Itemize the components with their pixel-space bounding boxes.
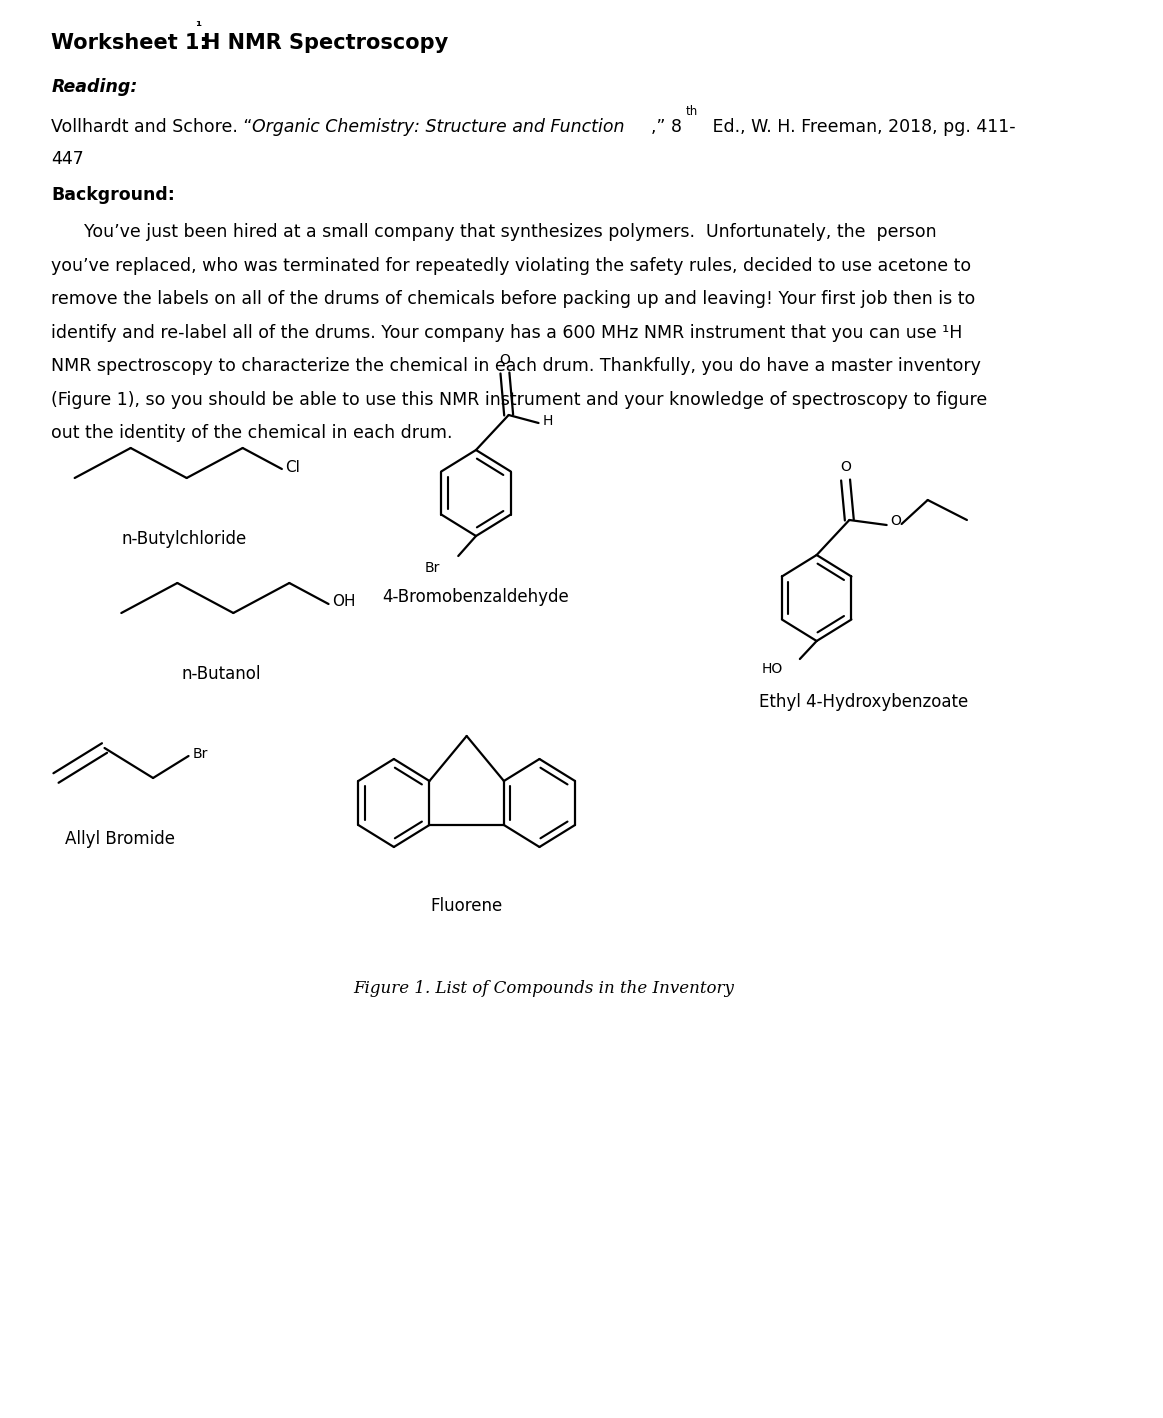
Text: ,” 8: ,” 8 <box>650 118 682 136</box>
Text: you’ve replaced, who was terminated for repeatedly violating the safety rules, d: you’ve replaced, who was terminated for … <box>51 257 971 275</box>
Text: remove the labels on all of the drums of chemicals before packing up and leaving: remove the labels on all of the drums of… <box>51 291 976 308</box>
Text: Cl: Cl <box>286 459 300 475</box>
Text: n-Butanol: n-Butanol <box>181 665 262 683</box>
Text: Vollhardt and Schore. “: Vollhardt and Schore. “ <box>51 118 252 136</box>
Text: Ed., W. H. Freeman, 2018, pg. 411-: Ed., W. H. Freeman, 2018, pg. 411- <box>706 118 1015 136</box>
Text: O: O <box>840 459 851 474</box>
Text: H NMR Spectroscopy: H NMR Spectroscopy <box>204 33 449 52</box>
Text: Ethyl 4-Hydroxybenzoate: Ethyl 4-Hydroxybenzoate <box>758 693 968 710</box>
Text: HO: HO <box>762 662 783 676</box>
Text: Fluorene: Fluorene <box>430 898 502 915</box>
Text: Reading:: Reading: <box>51 78 137 96</box>
Text: O: O <box>499 353 511 367</box>
Text: 447: 447 <box>51 150 84 167</box>
Text: Organic Chemistry: Structure and Function: Organic Chemistry: Structure and Functio… <box>252 118 625 136</box>
Text: 4-Bromobenzaldehyde: 4-Bromobenzaldehyde <box>383 588 570 605</box>
Text: O: O <box>891 513 901 527</box>
Text: Background:: Background: <box>51 186 176 204</box>
Text: n-Butylchloride: n-Butylchloride <box>121 530 247 547</box>
Text: out the identity of the chemical in each drum.: out the identity of the chemical in each… <box>51 424 452 442</box>
Text: Allyl Bromide: Allyl Bromide <box>65 830 176 848</box>
Text: Br: Br <box>192 747 208 761</box>
Text: You’ve just been hired at a small company that synthesizes polymers.  Unfortunat: You’ve just been hired at a small compan… <box>51 223 937 241</box>
Text: H: H <box>542 414 552 428</box>
Text: ¹: ¹ <box>195 20 201 34</box>
Text: identify and re-label all of the drums. Your company has a 600 MHz NMR instrumen: identify and re-label all of the drums. … <box>51 323 963 342</box>
Text: NMR spectroscopy to characterize the chemical in each drum. Thankfully, you do h: NMR spectroscopy to characterize the che… <box>51 357 982 374</box>
Text: (Figure 1), so you should be able to use this NMR instrument and your knowledge : (Figure 1), so you should be able to use… <box>51 390 987 408</box>
Text: Figure 1. List of Compounds in the Inventory: Figure 1. List of Compounds in the Inven… <box>352 980 734 997</box>
Text: th: th <box>686 105 698 118</box>
Text: OH: OH <box>333 594 356 610</box>
Text: Worksheet 1:: Worksheet 1: <box>51 33 215 52</box>
Text: Br: Br <box>424 562 440 576</box>
